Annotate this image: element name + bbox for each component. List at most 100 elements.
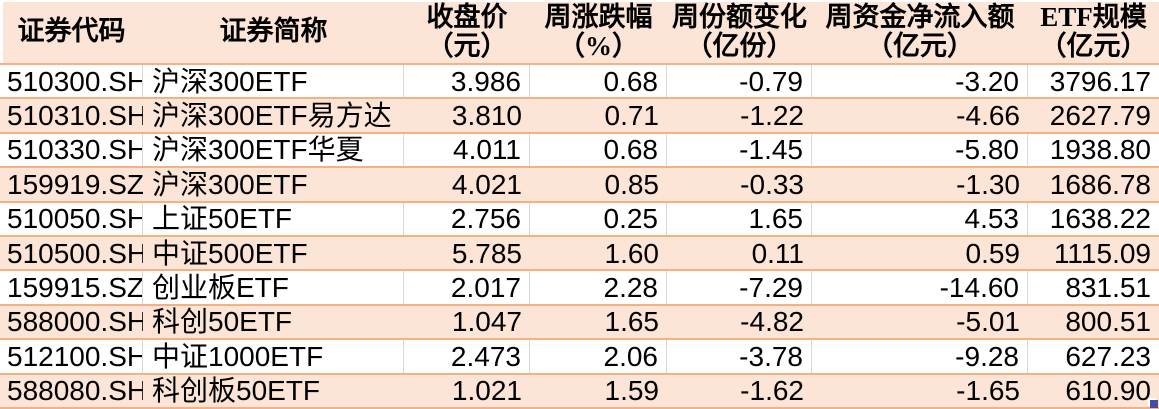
- column-header-etf-scale[interactable]: ETF规模 （亿元）: [1028, 0, 1159, 63]
- cell-code[interactable]: 510050.SH: [0, 202, 143, 235]
- column-header-label: ETF规模: [1040, 1, 1147, 32]
- cell-code[interactable]: 159915.SZ: [0, 271, 143, 304]
- cell-share-change[interactable]: 0.11: [751, 237, 804, 269]
- cell-code[interactable]: 512100.SH: [0, 340, 143, 373]
- table-row: 588000.SH 科创50ETF 1.047 1.65 -4.82 -5.01…: [0, 305, 1159, 341]
- cell-share-change[interactable]: -3.78: [667, 340, 812, 373]
- table-row: 588080.SH 科创板50ETF 1.021 1.59 -1.62 -1.6…: [0, 374, 1159, 409]
- cell-close-price[interactable]: 4.011: [404, 133, 530, 167]
- cell-etf-scale[interactable]: 610.90: [1065, 375, 1151, 407]
- cell-week-change[interactable]: 0.85: [604, 168, 660, 200]
- cell-week-change[interactable]: 2.28: [530, 271, 667, 304]
- table-row: 510310.SH 沪深300ETF易方达 3.810 0.71 -1.22 -…: [0, 99, 1159, 134]
- cell-etf-scale[interactable]: 1686.78: [1049, 168, 1151, 200]
- cell-share-change[interactable]: -1.45: [667, 133, 812, 167]
- selection-fill-handle[interactable]: [1150, 400, 1158, 408]
- cell-close-price[interactable]: 2.473: [404, 340, 530, 373]
- cell-net-inflow[interactable]: 4.53: [812, 202, 1028, 235]
- cell-etf-scale[interactable]: 800.51: [1065, 306, 1151, 338]
- cell-name[interactable]: 上证50ETF: [143, 202, 404, 235]
- column-header-unit: （亿元）: [866, 30, 974, 61]
- cell-code[interactable]: 588000.SH: [7, 306, 143, 338]
- cell-name[interactable]: 科创板50ETF: [152, 375, 321, 407]
- cell-etf-scale[interactable]: 3796.17: [1049, 65, 1151, 97]
- table-row: 510330.SH 沪深300ETF华夏 4.011 0.68 -1.45 -5…: [0, 133, 1159, 169]
- cell-etf-scale[interactable]: 1638.22: [1049, 203, 1151, 235]
- cell-week-change[interactable]: 1.65: [604, 306, 660, 338]
- column-header-name[interactable]: 证券简称: [143, 0, 404, 63]
- cell-name[interactable]: 科创50ETF: [152, 306, 293, 338]
- column-header-net-inflow[interactable]: 周资金净流入额 （亿元）: [812, 0, 1028, 63]
- cell-close-price[interactable]: 3.810: [451, 100, 522, 132]
- table-row: 159919.SZ 沪深300ETF 4.021 0.85 -0.33 -1.3…: [0, 168, 1159, 203]
- table-row: 510500.SH 中证500ETF 5.785 1.60 0.11 0.59 …: [0, 236, 1159, 272]
- cell-etf-scale[interactable]: 1115.09: [1053, 237, 1151, 269]
- cell-week-change[interactable]: 0.71: [604, 100, 660, 132]
- cell-name[interactable]: 沪深300ETF: [143, 65, 404, 98]
- cell-week-change[interactable]: 2.06: [530, 340, 667, 373]
- cell-share-change[interactable]: 1.65: [667, 202, 812, 235]
- cell-week-change[interactable]: 1.60: [604, 237, 660, 269]
- cell-etf-scale[interactable]: 627.23: [1065, 340, 1151, 372]
- cell-close-price[interactable]: 1.021: [451, 375, 522, 407]
- cell-net-inflow[interactable]: -5.01: [956, 306, 1020, 338]
- table-body: 510300.SH 沪深300ETF 3.986 0.68 -0.79 -3.2…: [0, 65, 1159, 409]
- cell-share-change[interactable]: -7.29: [667, 271, 812, 304]
- column-header-unit: （亿元）: [1039, 30, 1148, 61]
- cell-name[interactable]: 中证1000ETF: [143, 340, 404, 373]
- cell-share-change[interactable]: -1.22: [740, 100, 804, 132]
- cell-code[interactable]: 510330.SH: [0, 133, 143, 167]
- cell-net-inflow[interactable]: -14.60: [812, 271, 1028, 304]
- column-header-close-price[interactable]: 收盘价 （元）: [404, 0, 530, 63]
- column-header-label: 证券简称: [219, 16, 328, 46]
- cell-close-price[interactable]: 1.047: [451, 306, 522, 338]
- cell-name[interactable]: 沪深300ETF: [152, 168, 308, 200]
- cell-close-price[interactable]: 2.756: [404, 202, 530, 235]
- column-header-share-change[interactable]: 周份额变化 （亿份）: [667, 0, 812, 63]
- cell-share-change[interactable]: -0.79: [667, 65, 812, 98]
- table-row: 159915.SZ 创业板ETF 2.017 2.28 -7.29 -14.60…: [0, 271, 1159, 306]
- cell-code[interactable]: 588080.SH: [7, 375, 143, 407]
- column-header-unit: （元）: [426, 30, 508, 61]
- cell-close-price[interactable]: 5.785: [451, 237, 522, 269]
- cell-code[interactable]: 510500.SH: [7, 237, 143, 269]
- cell-etf-scale[interactable]: 831.51: [1065, 272, 1151, 304]
- cell-name[interactable]: 创业板ETF: [143, 271, 404, 304]
- cell-etf-scale[interactable]: 2627.79: [1049, 100, 1151, 132]
- cell-net-inflow[interactable]: -1.30: [956, 168, 1020, 200]
- cell-week-change[interactable]: 0.68: [530, 133, 667, 167]
- cell-week-change[interactable]: 0.25: [530, 202, 667, 235]
- cell-net-inflow[interactable]: -4.66: [956, 100, 1020, 132]
- cell-code[interactable]: 159919.SZ: [7, 168, 143, 200]
- cell-net-inflow[interactable]: -5.80: [812, 133, 1028, 167]
- column-header-label: 收盘价: [426, 1, 508, 32]
- cell-week-change[interactable]: 0.68: [530, 65, 667, 98]
- cell-code[interactable]: 510300.SH: [0, 65, 143, 98]
- cell-share-change[interactable]: -4.82: [740, 306, 804, 338]
- table-row: 510050.SH 上证50ETF 2.756 0.25 1.65 4.53 1…: [0, 202, 1159, 237]
- cell-etf-scale[interactable]: 1938.80: [1049, 134, 1151, 166]
- cell-share-change[interactable]: -0.33: [740, 168, 804, 200]
- cell-net-inflow[interactable]: -3.20: [812, 65, 1028, 98]
- sheet-top-edge: [0, 0, 1159, 2]
- column-header-week-change[interactable]: 周涨跌幅 （%）: [530, 0, 667, 63]
- cell-name[interactable]: 沪深300ETF华夏: [143, 133, 404, 167]
- column-header-unit: （%）: [558, 30, 639, 61]
- cell-net-inflow[interactable]: 0.59: [965, 237, 1021, 269]
- column-header-code[interactable]: 证券代码: [0, 0, 143, 63]
- table-header-row: 证券代码 证券简称 收盘价 （元） 周涨跌幅 （%） 周份额变化 （亿份） 周资…: [0, 0, 1159, 65]
- cell-share-change[interactable]: -1.62: [740, 375, 804, 407]
- column-header-label: 周份额变化: [672, 1, 807, 32]
- table-row: 510300.SH 沪深300ETF 3.986 0.68 -0.79 -3.2…: [0, 65, 1159, 100]
- cell-code[interactable]: 510310.SH: [7, 100, 143, 132]
- cell-name[interactable]: 沪深300ETF易方达: [152, 100, 392, 132]
- cell-close-price[interactable]: 3.986: [404, 65, 530, 98]
- cell-net-inflow[interactable]: -1.65: [956, 375, 1020, 407]
- cell-name[interactable]: 中证500ETF: [152, 237, 308, 269]
- cell-close-price[interactable]: 4.021: [451, 168, 522, 200]
- column-header-label: 周资金净流入额: [825, 1, 1015, 32]
- cell-net-inflow[interactable]: -9.28: [812, 340, 1028, 373]
- cell-week-change[interactable]: 1.59: [604, 375, 660, 407]
- cell-close-price[interactable]: 2.017: [404, 271, 530, 304]
